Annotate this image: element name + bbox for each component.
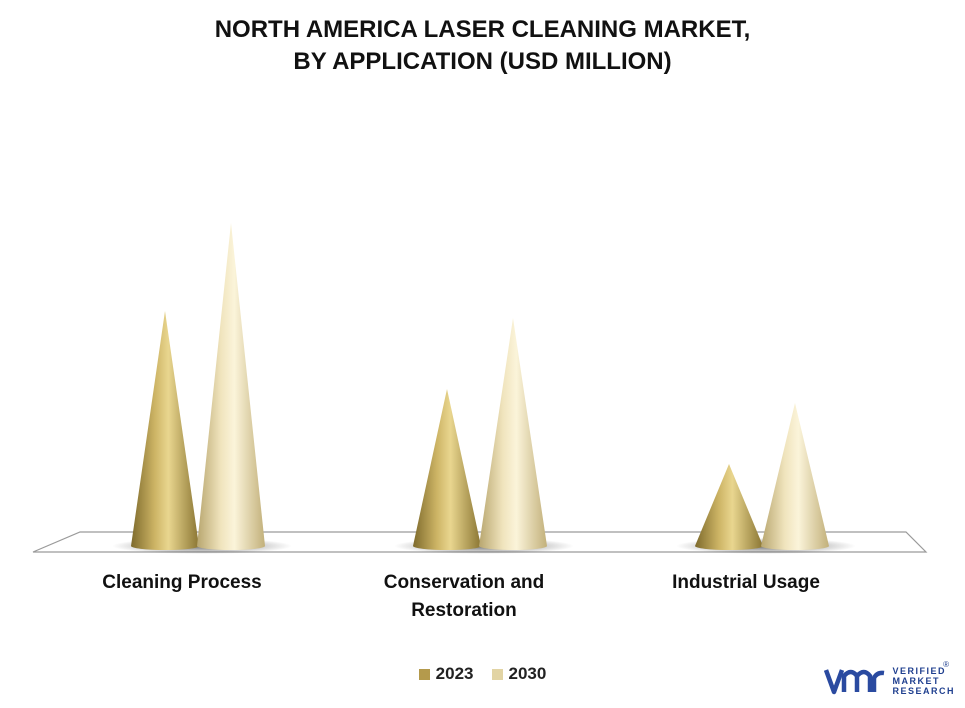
legend-label-2030: 2030 bbox=[508, 664, 547, 683]
logo-line-2: MARKET bbox=[892, 676, 940, 686]
x-tick-label-1: Cleaning Process bbox=[102, 572, 261, 593]
legend-swatch-2030 bbox=[491, 668, 503, 680]
logo-line-3: RESEARCH bbox=[892, 686, 955, 696]
x-axis-labels: Cleaning Process Conservation and Restorat… bbox=[102, 572, 820, 621]
chart-title-line-2: BY APPLICATION (USD MILLION) bbox=[293, 48, 672, 75]
x-tick-label-2: Conservation and Restoration bbox=[384, 572, 544, 621]
cone-2023-2 bbox=[413, 389, 481, 550]
x-tick-label-3: Industrial Usage bbox=[672, 572, 820, 593]
chart-title-line-1: NORTH AMERICA LASER CLEANING MARKET, bbox=[214, 16, 751, 43]
legend-item-2030: 2030 bbox=[491, 664, 547, 684]
cone-2030-3 bbox=[761, 403, 829, 550]
cone-2023-1 bbox=[131, 311, 199, 550]
legend: 2023 2030 bbox=[0, 664, 965, 684]
vmr-logo-text: VERIFIED MARKET RESEARCH bbox=[892, 666, 955, 696]
legend-item-2023: 2023 bbox=[418, 664, 474, 684]
registered-mark-icon: ® bbox=[943, 660, 949, 669]
legend-label-2023: 2023 bbox=[435, 664, 474, 683]
chart-title: NORTH AMERICA LASER CLEANING MARKET, BY … bbox=[0, 14, 965, 78]
cone-series bbox=[131, 223, 829, 550]
vmr-logo-mark-icon bbox=[824, 669, 885, 695]
cone-2030-1 bbox=[197, 223, 265, 550]
cone-2023-3 bbox=[695, 464, 763, 550]
legend-swatch-2023 bbox=[418, 668, 430, 680]
logo-line-1: VERIFIED bbox=[892, 666, 946, 676]
vmr-logo: VERIFIED MARKET RESEARCH ® bbox=[824, 660, 955, 696]
cone-2030-2 bbox=[479, 318, 547, 550]
